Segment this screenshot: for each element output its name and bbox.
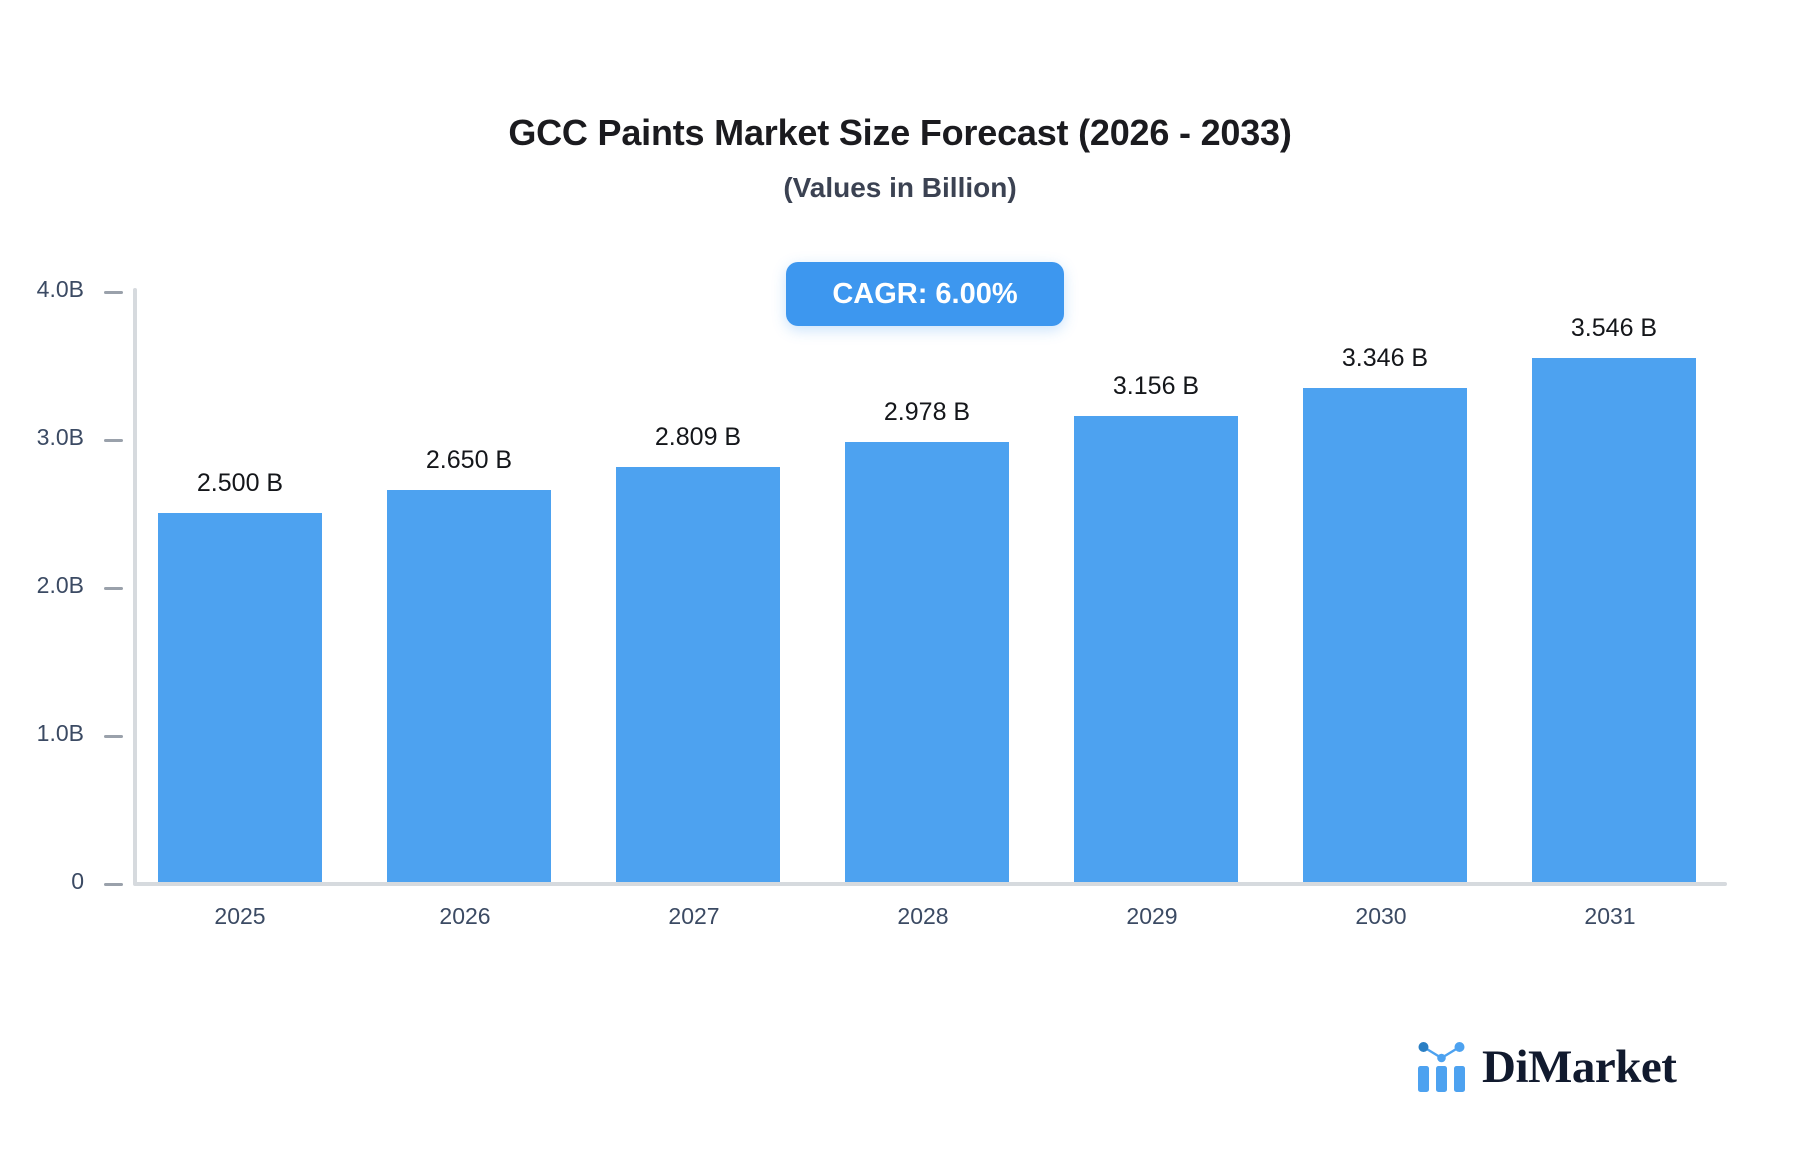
x-axis-line bbox=[133, 882, 1727, 886]
y-axis-line bbox=[133, 288, 137, 885]
bar-2026[interactable] bbox=[387, 490, 551, 882]
bar-2025[interactable] bbox=[158, 512, 322, 882]
bar-2027[interactable] bbox=[616, 466, 780, 882]
page-subtitle: (Values in Billion) bbox=[783, 172, 1017, 203]
bar-face-2025 bbox=[158, 512, 322, 882]
bar-chart-dots-icon bbox=[1418, 1042, 1465, 1092]
bar-face-2028 bbox=[845, 442, 1009, 882]
y-tick-label-3: 3.0B bbox=[36, 424, 84, 450]
page-title: GCC Paints Market Size Forecast (2026 - … bbox=[508, 112, 1292, 153]
x-tick-label-2025: 2025 bbox=[214, 903, 266, 929]
x-tick-label-2027: 2027 bbox=[668, 903, 720, 929]
bar-value-label-2028: 2.978 B bbox=[883, 398, 971, 426]
cagr-badge-label: CAGR: 6.00% bbox=[832, 277, 1018, 310]
brand-logo: DiMarket bbox=[1416, 1040, 1677, 1093]
x-tick-label-2028: 2028 bbox=[897, 903, 949, 929]
bar-value-label-2031: 3.546 B bbox=[1570, 314, 1658, 343]
bar-face-2026 bbox=[387, 490, 551, 882]
brand-name: DiMarket bbox=[1482, 1040, 1677, 1093]
x-tick-label-2029: 2029 bbox=[1126, 903, 1178, 929]
bar-value-label-2029: 3.156 B bbox=[1112, 371, 1200, 400]
y-tick-label-4: 4.0B bbox=[36, 276, 84, 302]
bar-face-2027 bbox=[616, 466, 780, 882]
bar-face-2030 bbox=[1303, 387, 1467, 882]
y-tick-mark-2 bbox=[104, 587, 123, 590]
bar-2031[interactable] bbox=[1532, 358, 1696, 882]
y-tick-label-2: 2.0B bbox=[36, 572, 84, 598]
x-tick-label-2031: 2031 bbox=[1584, 903, 1636, 929]
y-tick-mark-4 bbox=[104, 291, 123, 294]
bar-value-label-2025: 2.500 B bbox=[196, 468, 284, 497]
bar-2029[interactable] bbox=[1074, 415, 1238, 882]
bar-face-2029 bbox=[1074, 415, 1238, 882]
x-tick-label-2026: 2026 bbox=[439, 903, 491, 929]
y-tick-mark-0 bbox=[104, 883, 123, 886]
y-tick-label-1: 1.0B bbox=[36, 720, 84, 746]
y-tick-mark-3 bbox=[104, 439, 123, 442]
bar-value-label-2027: 2.809 B bbox=[654, 422, 742, 451]
bar-face-2031 bbox=[1532, 358, 1696, 882]
y-tick-mark-1 bbox=[104, 735, 123, 738]
bar-2030[interactable] bbox=[1303, 387, 1467, 882]
y-tick-label-0: 0 bbox=[71, 868, 84, 894]
bar-2028[interactable] bbox=[845, 442, 1009, 882]
cagr-badge: CAGR: 6.00% bbox=[786, 262, 1064, 326]
bar-value-label-2030: 3.346 B bbox=[1341, 343, 1429, 372]
bar-value-label-2026: 2.650 B bbox=[425, 446, 513, 475]
x-tick-label-2030: 2030 bbox=[1355, 903, 1407, 929]
